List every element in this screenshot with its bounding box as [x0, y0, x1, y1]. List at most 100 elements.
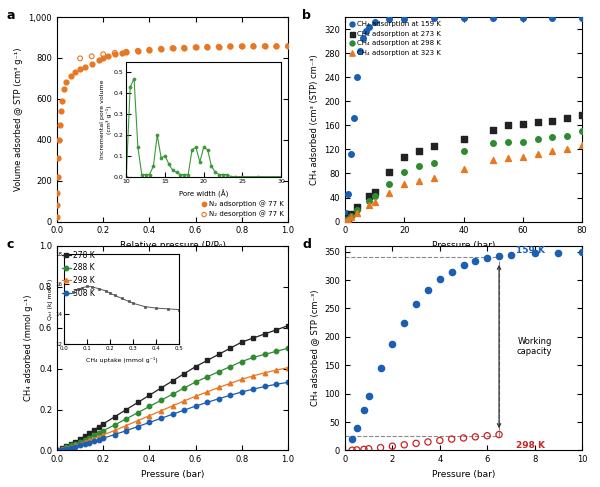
CH₄ adsorption at 273 K	[577, 111, 587, 118]
N₂ adsorption @ 77 K	[59, 85, 69, 93]
N₂ adsorption @ 77 K	[61, 78, 71, 86]
Point	[388, 340, 397, 348]
288 K	[81, 437, 88, 443]
CH₄ adsorption at 159 K	[488, 14, 498, 22]
N₂ desorption @ 77 K	[214, 43, 223, 51]
N₂ desorption @ 77 K	[133, 47, 143, 55]
Line: 278 K: 278 K	[55, 323, 290, 453]
CH₄ adsorption at 323 K	[503, 154, 513, 162]
Point	[459, 262, 469, 269]
Text: c: c	[6, 238, 14, 251]
278 K	[111, 414, 118, 420]
308 K	[53, 448, 61, 453]
308 K	[215, 396, 222, 402]
CH₄ adsorption at 273 K	[533, 118, 542, 126]
Point	[412, 300, 421, 308]
308 K	[262, 384, 269, 390]
Point	[470, 433, 480, 441]
Point	[530, 249, 539, 257]
Text: a: a	[6, 9, 14, 22]
288 K	[62, 444, 70, 450]
N₂ adsorption @ 77 K	[156, 45, 166, 53]
Point	[347, 446, 357, 454]
278 K	[273, 327, 280, 333]
298 K	[86, 437, 93, 443]
Point	[347, 435, 357, 443]
Line: 288 K: 288 K	[55, 346, 290, 453]
298 K	[273, 367, 280, 373]
288 K	[227, 364, 234, 370]
278 K	[203, 357, 211, 363]
N₂ desorption @ 77 K	[156, 45, 166, 53]
N₂ adsorption @ 77 K	[202, 43, 212, 51]
288 K	[67, 442, 74, 448]
Text: 298 K: 298 K	[515, 441, 545, 450]
N₂ adsorption @ 77 K	[71, 68, 80, 76]
298 K	[58, 446, 65, 452]
CH₄ adsorption at 298 K	[364, 197, 373, 205]
N₂ desorption @ 77 K	[121, 48, 131, 56]
CH₄ adsorption at 273 K	[352, 203, 362, 210]
288 K	[238, 358, 245, 364]
CH₄ adsorption at 298 K	[370, 192, 379, 200]
Line: 298 K: 298 K	[55, 365, 290, 453]
288 K	[181, 385, 188, 391]
CH₄ adsorption at 273 K	[518, 120, 527, 128]
N₂ adsorption @ 77 K	[226, 42, 235, 50]
288 K	[203, 374, 211, 380]
Point	[577, 248, 587, 256]
CH₄ adsorption at 323 K	[400, 180, 409, 188]
CH₄ adsorption at 273 K	[346, 210, 356, 218]
Line: 308 K: 308 K	[55, 380, 290, 453]
308 K	[203, 399, 211, 405]
N₂ desorption @ 77 K	[110, 49, 119, 56]
Y-axis label: CH₄ adsorbed (mmol g⁻¹): CH₄ adsorbed (mmol g⁻¹)	[25, 295, 34, 401]
278 K	[58, 446, 65, 451]
278 K	[100, 421, 107, 427]
N₂ desorption @ 77 K	[283, 42, 293, 50]
308 K	[192, 403, 199, 409]
Point	[435, 437, 445, 445]
N₂ adsorption @ 77 K	[214, 43, 223, 51]
Text: d: d	[302, 238, 311, 251]
Legend: 278 K, 288 K, 298 K, 308 K: 278 K, 288 K, 298 K, 308 K	[61, 250, 95, 299]
298 K	[81, 439, 88, 445]
Point	[352, 424, 362, 431]
298 K	[250, 373, 257, 379]
CH₄ adsorption at 298 K	[429, 159, 439, 167]
CH₄ adsorption at 159 K	[429, 14, 439, 22]
288 K	[157, 397, 164, 403]
CH₄ adsorption at 273 K	[343, 214, 353, 222]
CH₄ adsorption at 298 K	[518, 138, 527, 146]
CH₄ adsorption at 273 K	[385, 169, 394, 176]
CH₄ adsorption at 273 K	[370, 187, 379, 195]
308 K	[91, 438, 98, 444]
298 K	[181, 398, 188, 404]
N₂ adsorption @ 77 K	[57, 97, 67, 105]
N₂ adsorption @ 77 K	[52, 201, 62, 209]
CH₄ adsorption at 323 K	[459, 165, 469, 172]
308 K	[157, 415, 164, 421]
Point	[435, 275, 445, 283]
CH₄ adsorption at 298 K	[459, 147, 469, 154]
CH₄ adsorption at 298 K	[503, 138, 513, 146]
298 K	[100, 432, 107, 438]
CH₄ adsorption at 323 K	[533, 150, 542, 157]
298 K	[111, 428, 118, 433]
N₂ adsorption @ 77 K	[87, 60, 97, 68]
N₂ adsorption @ 77 K	[237, 42, 247, 50]
N₂ adsorption @ 77 K	[52, 214, 62, 222]
CH₄ adsorption at 323 K	[518, 153, 527, 161]
CH₄ adsorption at 298 K	[343, 215, 353, 223]
288 K	[100, 428, 107, 433]
CH₄ adsorption at 159 K	[364, 23, 373, 31]
278 K	[215, 352, 222, 357]
278 K	[227, 345, 234, 351]
CH₄ adsorption at 159 K	[370, 18, 379, 26]
308 K	[67, 445, 74, 450]
288 K	[273, 348, 280, 354]
N₂ desorption @ 77 K	[226, 42, 235, 50]
CH₄ adsorption at 159 K	[358, 34, 368, 42]
N₂ desorption @ 77 K	[237, 42, 247, 50]
308 K	[250, 386, 257, 392]
